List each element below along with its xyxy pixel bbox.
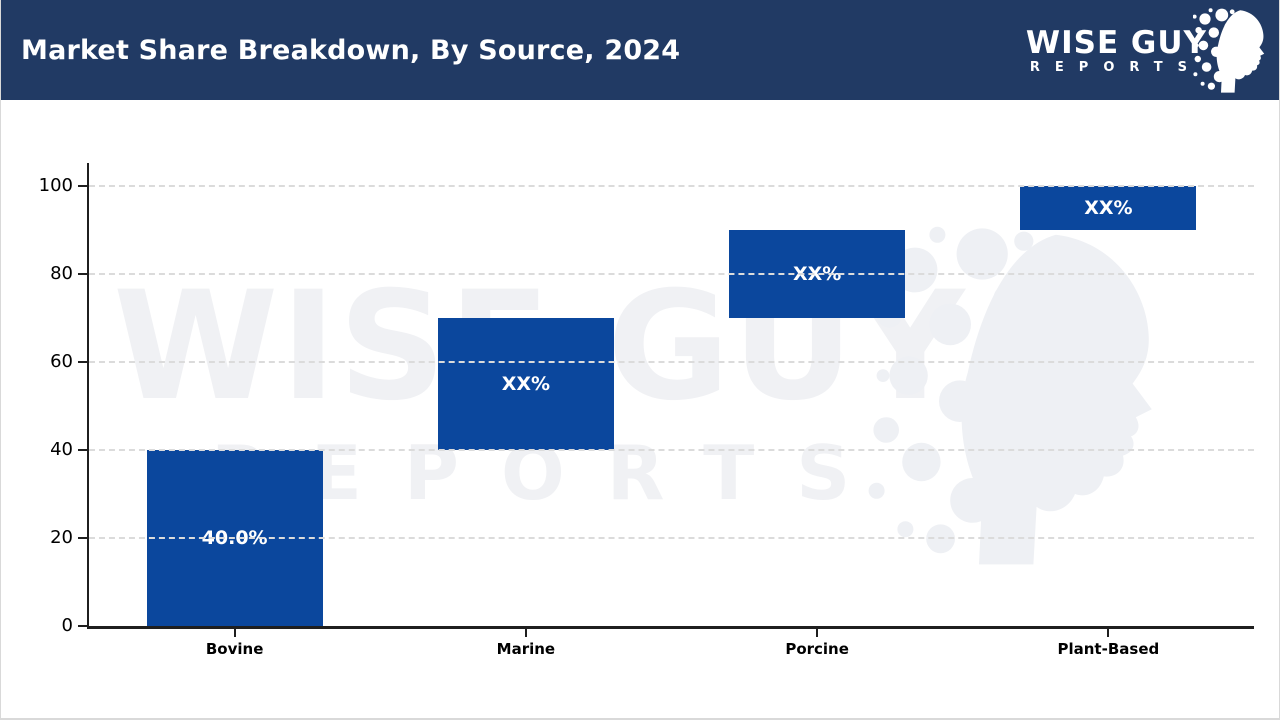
y-gridline xyxy=(89,185,1254,187)
header-band: Market Share Breakdown, By Source, 2024 … xyxy=(1,0,1279,100)
x-tickmark xyxy=(1107,628,1110,637)
y-tickmark xyxy=(78,537,87,539)
y-tick-label: 20 xyxy=(50,527,73,548)
x-tick-label: Porcine xyxy=(785,640,849,658)
y-tick-label: 60 xyxy=(50,351,73,372)
page-title: Market Share Breakdown, By Source, 2024 xyxy=(21,34,681,66)
y-tickmark xyxy=(78,361,87,363)
x-tick-label: Marine xyxy=(496,640,556,658)
y-gridline xyxy=(89,537,1254,539)
x-tick-label: Plant-Based xyxy=(1057,640,1160,658)
logo-subtitle: REPORTS xyxy=(1029,60,1203,76)
y-tickmark xyxy=(78,185,87,187)
y-axis-line xyxy=(87,163,89,628)
bar-value-label: XX% xyxy=(501,373,551,395)
x-tickmark xyxy=(816,628,819,637)
wiseguy-logo-text: WISE GUY REPORTS xyxy=(1026,27,1207,76)
y-tickmark xyxy=(78,273,87,275)
bar-segment: XX% xyxy=(437,318,614,450)
x-tick-label: Bovine xyxy=(205,640,264,658)
y-gridline xyxy=(89,449,1254,451)
y-tick-label: 0 xyxy=(61,615,73,636)
y-tickmark xyxy=(78,449,87,451)
x-tickmark xyxy=(524,628,527,637)
y-gridline xyxy=(89,361,1254,363)
y-tick-label: 80 xyxy=(50,263,73,284)
logo-wordmark: WISE GUY xyxy=(1025,24,1207,61)
bar-segment: XX% xyxy=(1020,186,1197,230)
x-axis-line xyxy=(87,626,1254,629)
y-tick-label: 40 xyxy=(50,439,73,460)
bar-value-label: XX% xyxy=(1084,197,1133,219)
x-tickmark xyxy=(233,628,236,637)
y-tick-label: 100 xyxy=(38,175,73,196)
wiseguy-logo: WISE GUY REPORTS xyxy=(1026,7,1279,95)
y-tickmark xyxy=(78,625,87,627)
y-gridline xyxy=(89,273,1254,275)
